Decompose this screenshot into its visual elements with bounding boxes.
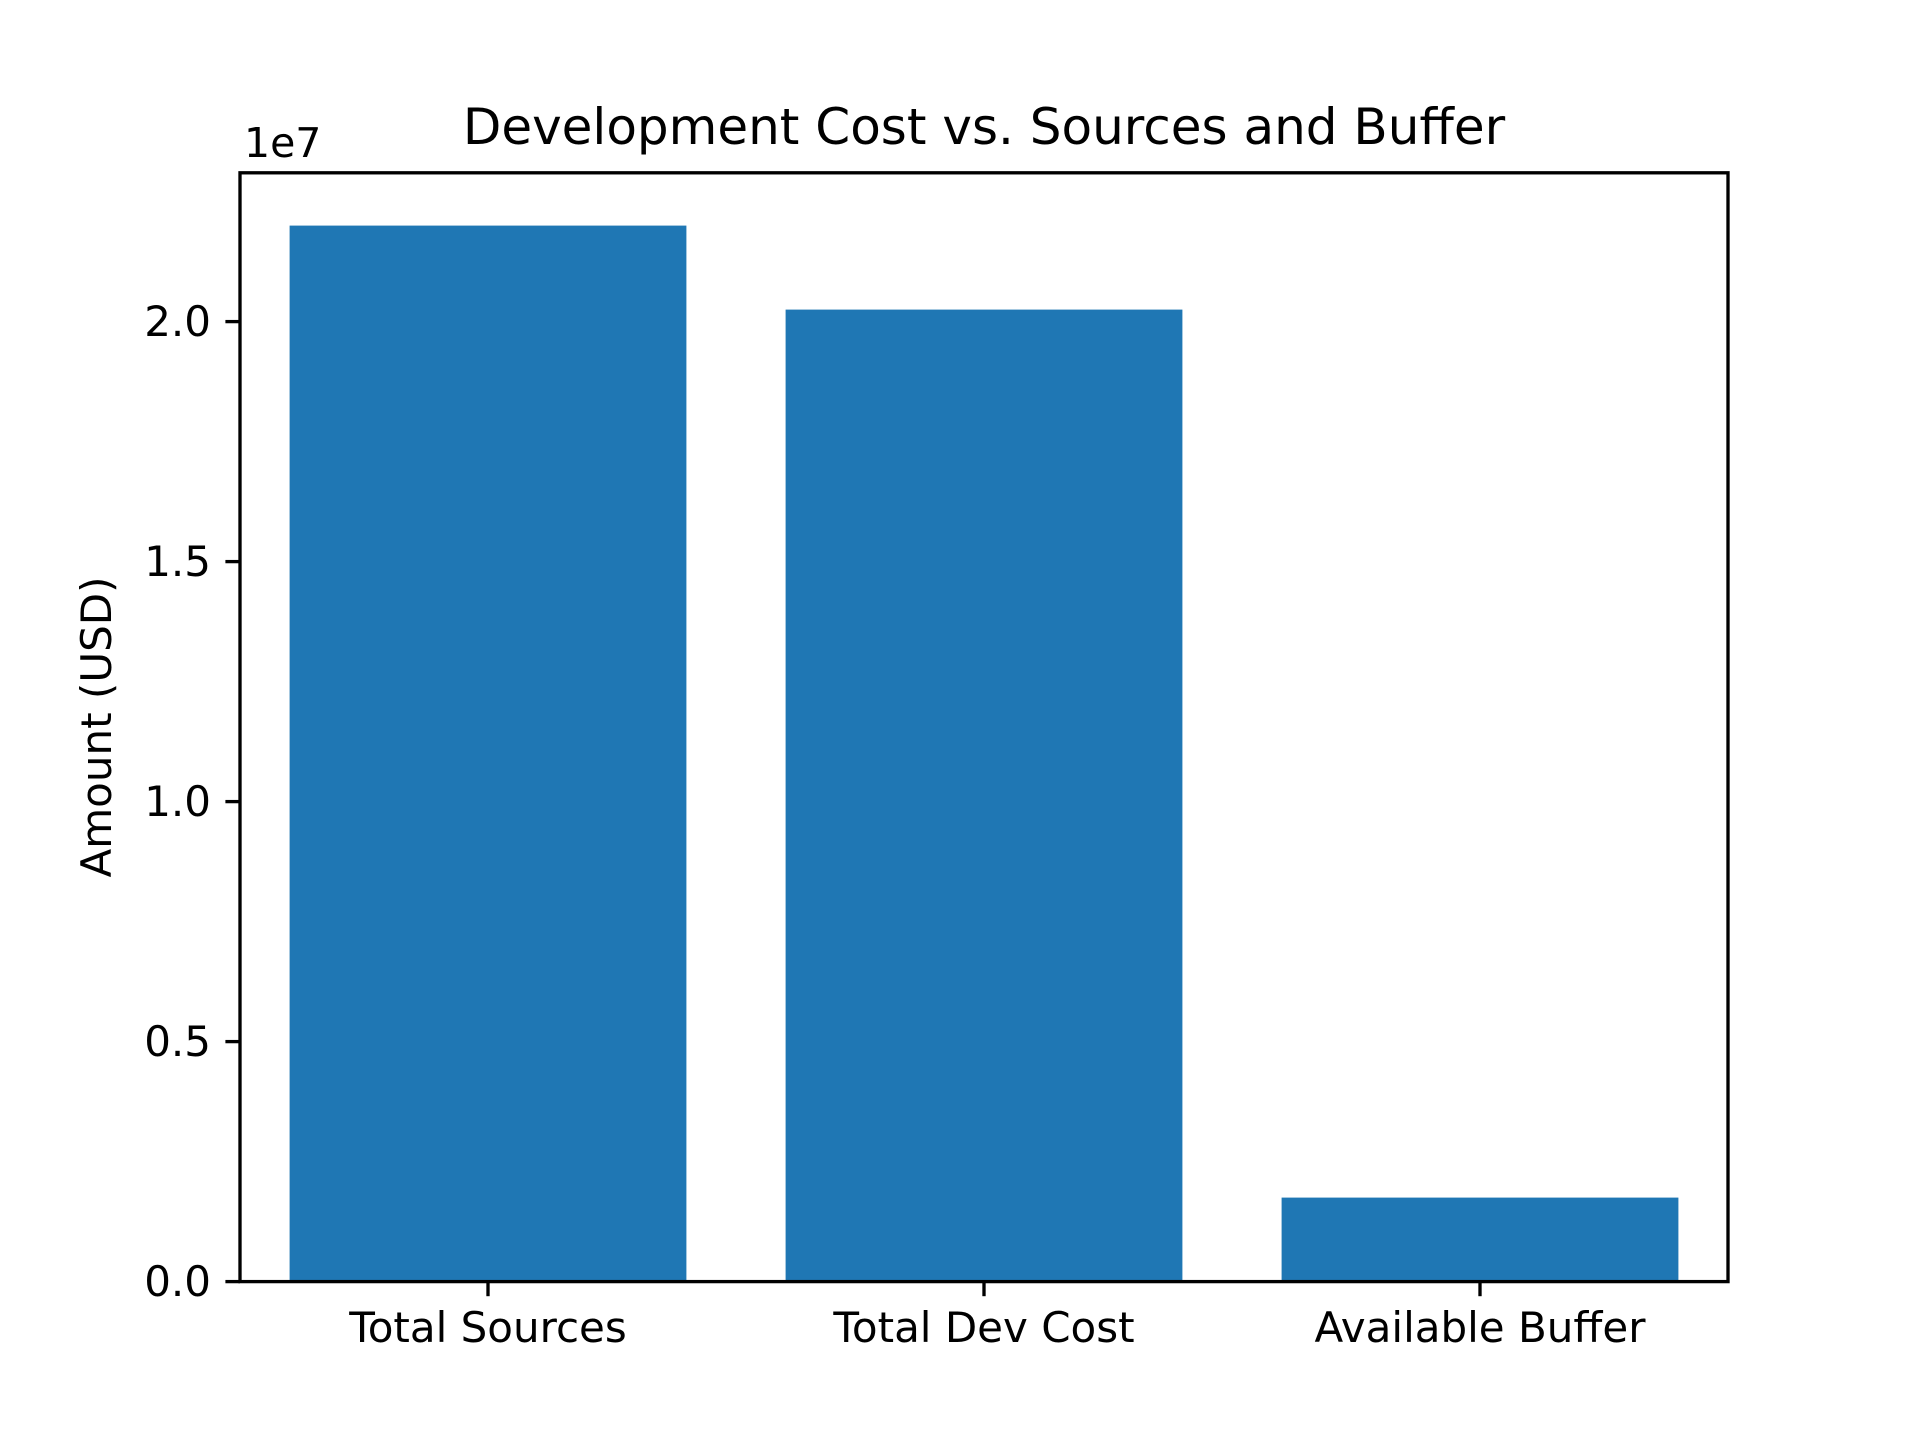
y-axis-tick-label: 0.0 <box>144 1256 211 1306</box>
bar-total-dev-cost <box>785 309 1183 1282</box>
y-axis-label: Amount (USD) <box>72 576 121 878</box>
y-axis-tick-label: 1.5 <box>144 536 211 586</box>
y-axis-tick-label: 2.0 <box>144 296 211 346</box>
x-axis-tick-label-available-buffer: Available Buffer <box>1314 1303 1646 1352</box>
x-axis-tick-label-total-sources: Total Sources <box>349 1303 627 1352</box>
y-axis-tick-label: 0.5 <box>144 1016 211 1066</box>
chart-title: Development Cost vs. Sources and Buffer <box>462 98 1506 156</box>
x-axis-tick-label-total-dev-cost: Total Dev Cost <box>833 1303 1135 1352</box>
bar-available-buffer <box>1281 1197 1679 1282</box>
y-axis-offset-text: 1e7 <box>244 119 322 167</box>
bar-total-sources <box>289 225 687 1282</box>
y-axis-tick-label: 1.0 <box>144 776 211 826</box>
